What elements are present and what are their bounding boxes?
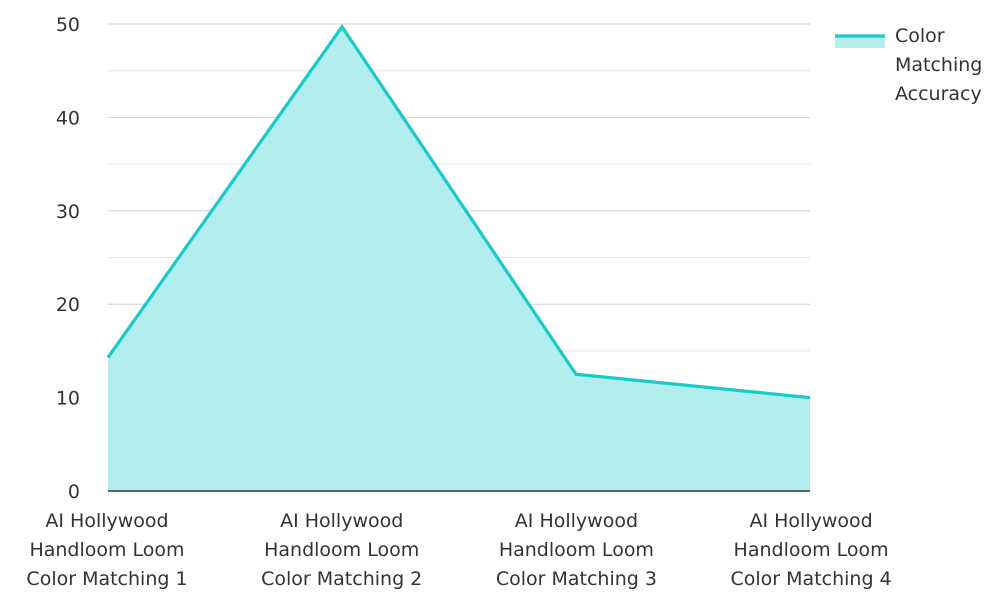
y-axis-ticks: 0 10 20 30 40 50	[56, 14, 80, 503]
y-tick-label: 40	[56, 107, 80, 129]
y-tick-label: 50	[56, 14, 80, 36]
y-tick-label: 20	[56, 294, 80, 316]
legend: Color Matching Accuracy	[835, 25, 982, 105]
series-layer	[106, 23, 811, 491]
x-tick-label: AI Hollywood Handloom Loom Color Matching …	[731, 510, 892, 590]
y-tick-label: 0	[68, 481, 80, 503]
y-tick-label: 10	[56, 388, 80, 410]
x-tick-label: AI Hollywood Handloom Loom Color Matching …	[496, 510, 657, 590]
legend-label: Color Matching Accuracy	[895, 25, 982, 105]
x-axis-labels: AI Hollywood Handloom Loom Color Matching …	[26, 510, 891, 590]
x-tick-label: AI Hollywood Handloom Loom Color Matching …	[261, 510, 422, 590]
series-line	[106, 23, 811, 400]
y-tick-label: 30	[56, 201, 80, 223]
x-tick-label: AI Hollywood Handloom Loom Color Matching …	[26, 510, 187, 590]
series-area	[108, 26, 810, 491]
legend-swatch-fill	[835, 36, 885, 48]
